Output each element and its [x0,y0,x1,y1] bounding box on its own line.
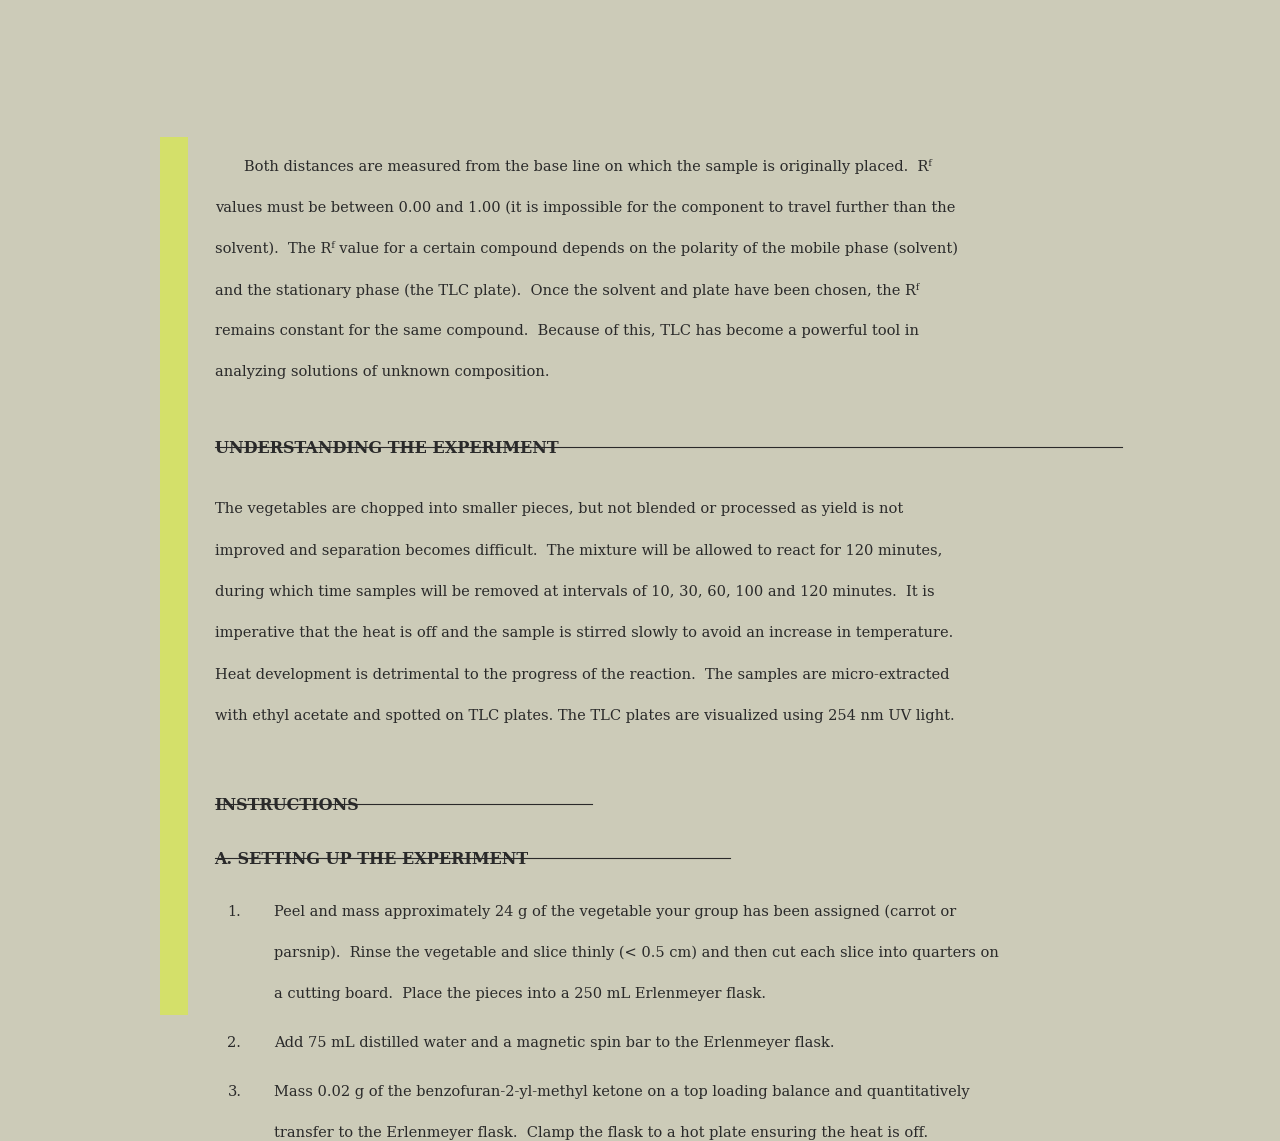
Text: INSTRUCTIONS: INSTRUCTIONS [215,796,360,814]
Text: UNDERSTANDING THE EXPERIMENT: UNDERSTANDING THE EXPERIMENT [215,440,558,458]
Text: 1.: 1. [228,905,241,919]
Text: A. SETTING UP THE EXPERIMENT: A. SETTING UP THE EXPERIMENT [215,851,529,868]
Text: 2.: 2. [228,1036,242,1050]
Text: parsnip).  Rinse the vegetable and slice thinly (< 0.5 cm) and then cut each sli: parsnip). Rinse the vegetable and slice … [274,946,998,961]
Text: remains constant for the same compound.  Because of this, TLC has become a power: remains constant for the same compound. … [215,324,919,338]
Text: Heat development is detrimental to the progress of the reaction.  The samples ar: Heat development is detrimental to the p… [215,667,948,681]
Text: The vegetables are chopped into smaller pieces, but not blended or processed as : The vegetables are chopped into smaller … [215,502,902,517]
Text: imperative that the heat is off and the sample is stirred slowly to avoid an inc: imperative that the heat is off and the … [215,626,952,640]
Text: solvent).  The Rᶠ value for a certain compound depends on the polarity of the mo: solvent). The Rᶠ value for a certain com… [215,242,957,257]
Text: analyzing solutions of unknown composition.: analyzing solutions of unknown compositi… [215,365,549,379]
Text: Both distances are measured from the base line on which the sample is originally: Both distances are measured from the bas… [244,159,932,173]
Text: transfer to the Erlenmeyer flask.  Clamp the flask to a hot plate ensuring the h: transfer to the Erlenmeyer flask. Clamp … [274,1126,928,1140]
Text: during which time samples will be removed at intervals of 10, 30, 60, 100 and 12: during which time samples will be remove… [215,585,934,599]
Text: with ethyl acetate and spotted on TLC plates. The TLC plates are visualized usin: with ethyl acetate and spotted on TLC pl… [215,709,954,723]
Text: improved and separation becomes difficult.  The mixture will be allowed to react: improved and separation becomes difficul… [215,544,942,558]
Text: 3.: 3. [228,1085,242,1099]
Text: and the stationary phase (the TLC plate).  Once the solvent and plate have been : and the stationary phase (the TLC plate)… [215,283,919,298]
Text: Mass 0.02 g of the benzofuran-2-yl-methyl ketone on a top loading balance and qu: Mass 0.02 g of the benzofuran-2-yl-methy… [274,1085,970,1099]
Text: a cutting board.  Place the pieces into a 250 mL Erlenmeyer flask.: a cutting board. Place the pieces into a… [274,987,765,1002]
Text: Add 75 mL distilled water and a magnetic spin bar to the Erlenmeyer flask.: Add 75 mL distilled water and a magnetic… [274,1036,835,1050]
Text: Peel and mass approximately 24 g of the vegetable your group has been assigned (: Peel and mass approximately 24 g of the … [274,905,956,920]
Text: values must be between 0.00 and 1.00 (it is impossible for the component to trav: values must be between 0.00 and 1.00 (it… [215,200,955,215]
FancyBboxPatch shape [160,137,188,1015]
